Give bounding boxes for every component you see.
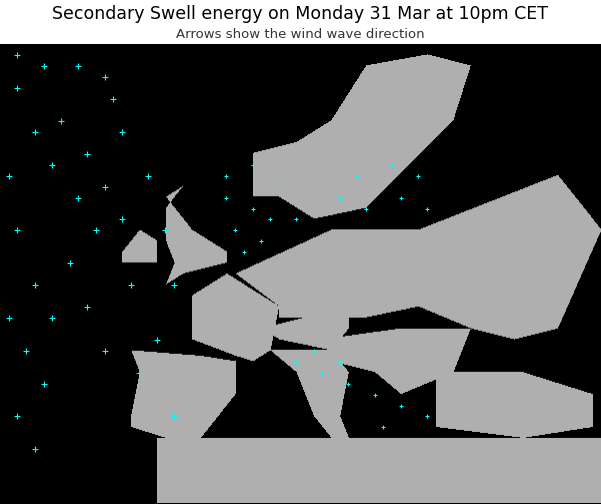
Text: Secondary Swell energy on Monday 31 Mar at 10pm CET: Secondary Swell energy on Monday 31 Mar …	[52, 5, 549, 23]
Text: Arrows show the wind wave direction: Arrows show the wind wave direction	[176, 28, 425, 41]
